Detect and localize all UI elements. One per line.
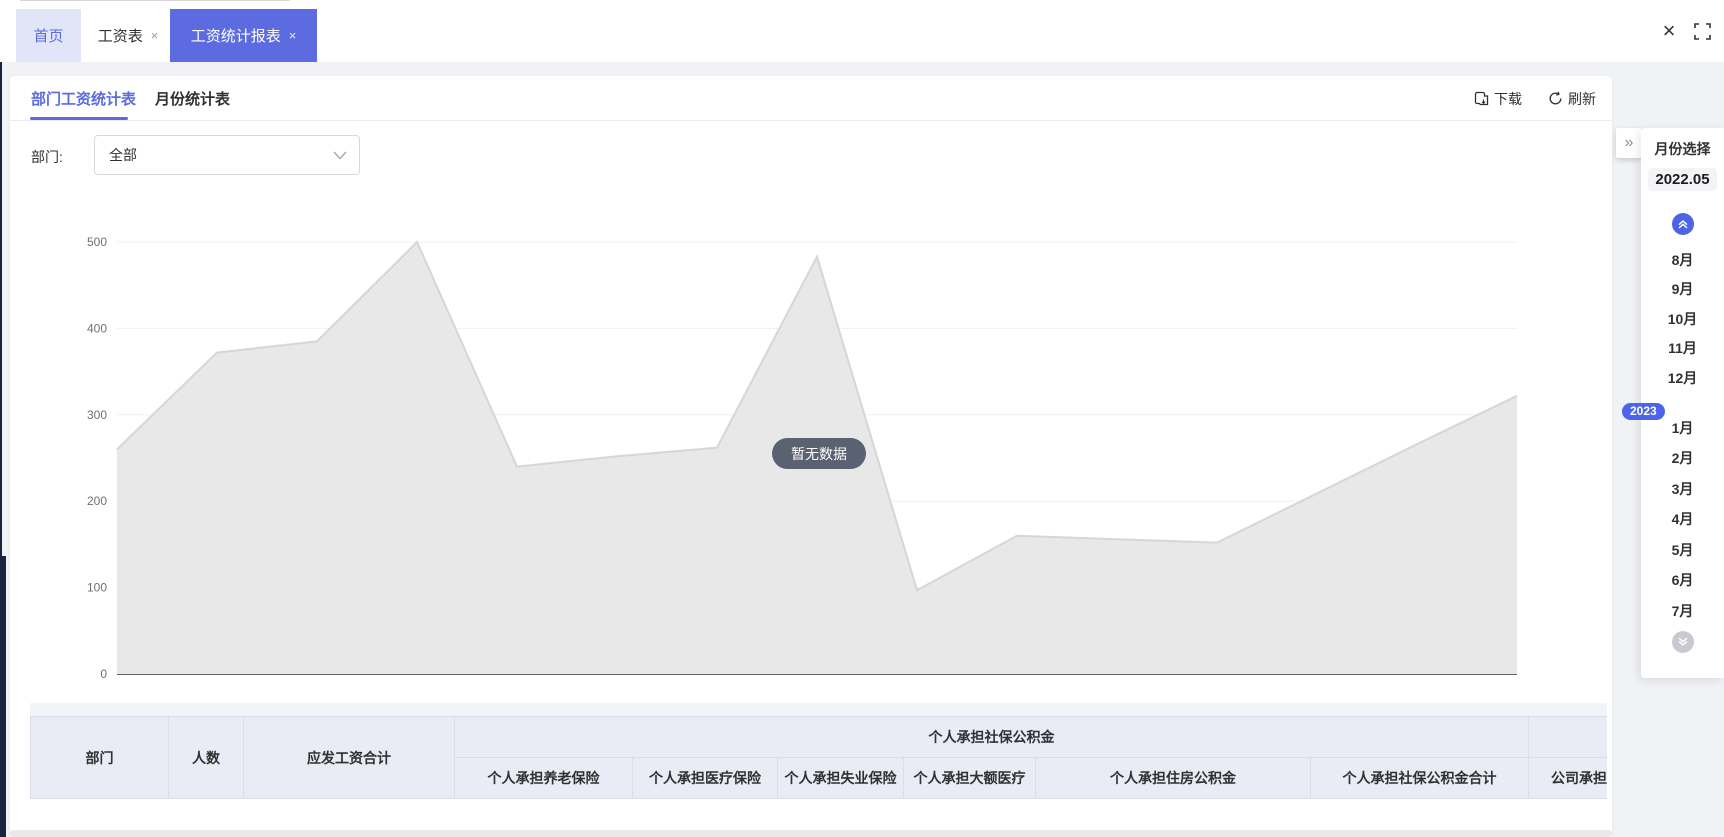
double-chevron-up-icon [1678,220,1687,229]
nav-tab-salary-sheet-label: 工资表 [97,28,143,45]
svg-text:200: 200 [87,494,107,508]
chevron-down-icon [333,150,347,160]
month-item-aug[interactable]: 8月 [1671,251,1694,268]
month-item-may[interactable]: 5月 [1671,541,1694,558]
department-select[interactable]: 全部 [94,135,360,175]
col-header-major-medical: 个人承担大额医疗 [903,757,1036,799]
col-header-personal-total: 个人承担社保公积金合计 [1310,757,1529,799]
download-label: 下载 [1494,90,1522,107]
svg-text:0: 0 [100,667,107,681]
month-panel-title: 月份选择 [1654,141,1711,157]
col-header-medical: 个人承担医疗保险 [632,757,778,799]
scroll-down-button[interactable] [1671,631,1694,653]
nav-tab-salary-report-label: 工资统计报表 [190,28,281,45]
active-tab-underline [30,117,128,120]
svg-text:400: 400 [87,321,107,335]
left-sidebar-edge [0,15,2,558]
col-header-unemployment: 个人承担失业保险 [777,757,904,799]
month-selector-panel: 月份选择 2022.05 8月 9月 10月 11月 12月 1月 2月 3月 … [1641,128,1724,678]
nav-tab-home[interactable]: 首页 [16,9,81,62]
panel-collapse-button[interactable]: » [1616,128,1642,158]
table-top-strip [30,703,1607,716]
col-header-headcount: 人数 [168,716,244,799]
download-icon [1474,91,1489,106]
scroll-up-button[interactable] [1671,213,1694,235]
col-header-department: 部门 [30,716,169,799]
left-sidebar-edge-bottom [0,556,6,837]
nav-tab-salary-report[interactable]: 工资统计报表 × [170,9,317,62]
month-item-apr[interactable]: 4月 [1671,511,1694,528]
col-group-personal: 个人承担社保公积金 [454,716,1529,758]
download-button[interactable]: 下载 [1474,89,1522,109]
salary-table: 部门 人数 应发工资合计 个人承担社保公积金 个人承担养老保险 个人承担医疗保险… [30,716,1607,799]
tab-month-statistics[interactable]: 月份统计表 [155,76,230,120]
col-group-company [1528,716,1607,758]
col-header-pension: 个人承担养老保险 [454,757,633,799]
department-select-value: 全部 [109,147,137,163]
top-divider [20,0,290,1]
nav-tab-home-label: 首页 [33,28,64,45]
month-item-jul[interactable]: 7月 [1671,602,1694,619]
month-item-mar[interactable]: 3月 [1671,480,1694,497]
tab-month-statistics-label: 月份统计表 [155,90,231,108]
top-navbar: 首页 工资表 × 工资统计报表 × × [0,0,1724,62]
nav-tab-salary-sheet[interactable]: 工资表 × [86,9,170,62]
col-header-housing-fund: 个人承担住房公积金 [1035,757,1311,799]
collapse-icon: » [1624,134,1634,151]
report-tabs: 部门工资统计表 月份统计表 下载 刷新 [10,76,1612,121]
col-header-gross-total: 应发工资合计 [243,716,455,799]
month-item-dec[interactable]: 12月 [1667,369,1698,386]
refresh-label: 刷新 [1568,90,1596,107]
department-filter-label: 部门: [31,149,63,165]
tab-department-salary-label: 部门工资统计表 [31,90,137,108]
tab-close-icon[interactable]: × [150,28,159,43]
table-empty-body [30,799,1607,830]
double-chevron-down-icon [1678,637,1687,646]
month-item-jan[interactable]: 1月 [1671,419,1694,436]
fullscreen-icon[interactable] [1694,23,1711,40]
month-item-nov[interactable]: 11月 [1668,340,1697,357]
svg-text:100: 100 [87,581,107,595]
tab-close-icon[interactable]: × [288,28,297,43]
year-badge: 2023 [1622,403,1665,420]
tab-department-salary[interactable]: 部门工资统计表 [31,76,136,120]
refresh-button[interactable]: 刷新 [1548,89,1596,109]
no-data-tooltip: 暂无数据 [772,438,866,469]
month-list: 8月 9月 10月 11月 12月 1月 2月 3月 4月 5月 6月 7月 [1668,245,1698,626]
svg-text:500: 500 [87,235,107,249]
svg-text:300: 300 [87,408,107,422]
col-header-company-social: 公司承担社保公积金 [1528,757,1607,799]
selected-month[interactable]: 2022.05 [1648,168,1717,191]
horizontal-scrollbar[interactable] [10,830,1612,837]
close-icon[interactable]: × [1662,18,1676,43]
month-item-oct[interactable]: 10月 [1667,310,1698,327]
refresh-icon [1549,91,1562,105]
month-item-sep[interactable]: 9月 [1671,281,1694,298]
month-item-jun[interactable]: 6月 [1671,572,1694,589]
month-item-feb[interactable]: 2月 [1671,450,1694,467]
report-card: 部门工资统计表 月份统计表 下载 刷新 [10,76,1612,837]
